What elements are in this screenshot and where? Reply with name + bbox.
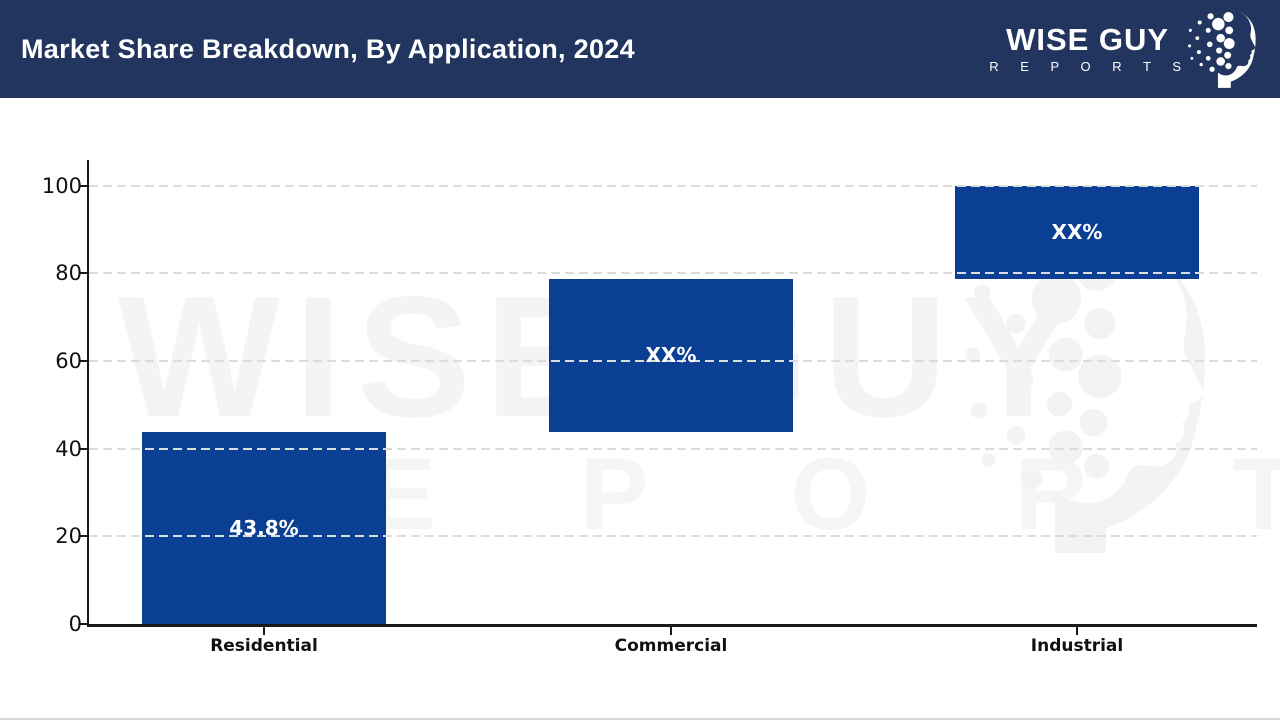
x-category-label-commercial: Commercial — [614, 636, 728, 656]
y-tick-mark — [80, 447, 87, 450]
bar-value-label: XX% — [1051, 220, 1103, 245]
bar-value-label: XX% — [645, 343, 697, 368]
gridline-40 — [89, 447, 1257, 450]
bar-value-label: 43.8% — [229, 516, 299, 540]
y-tick-mark — [80, 623, 87, 625]
chart-area: WISE GUY R E P O R T S 02040608010043.8%… — [0, 98, 1280, 718]
y-tick-label: 80 — [55, 261, 82, 286]
bar-residential — [142, 432, 386, 624]
y-tick-label: 100 — [41, 173, 82, 198]
y-tick-mark — [80, 535, 87, 538]
y-tick-mark — [80, 272, 87, 275]
x-tick-mark — [1076, 627, 1078, 635]
y-tick-mark — [80, 360, 87, 363]
gridline-60 — [89, 360, 1257, 363]
bar-industrial — [955, 185, 1199, 279]
logo-face-icon — [1188, 10, 1256, 88]
x-category-label-industrial: Industrial — [1030, 636, 1124, 656]
y-tick-mark — [80, 184, 87, 187]
x-category-label-residential: Residential — [210, 636, 318, 656]
y-tick-label: 60 — [55, 349, 82, 374]
logo-subtext: R E P O R T S — [989, 58, 1190, 74]
y-tick-label: 40 — [55, 436, 82, 461]
x-tick-mark — [263, 627, 265, 635]
header: Market Share Breakdown, By Application, … — [0, 0, 1280, 98]
y-tick-label: 20 — [55, 524, 82, 549]
x-axis-line — [87, 624, 1257, 627]
gridline-20 — [89, 535, 1257, 538]
x-tick-mark — [670, 627, 672, 635]
y-tick-label: 0 — [68, 612, 82, 636]
brand-logo: WISE GUY R E P O R T S — [985, 7, 1262, 91]
page-title: Market Share Breakdown, By Application, … — [21, 33, 635, 64]
bar-commercial — [549, 278, 793, 432]
gridline-80 — [89, 272, 1257, 275]
gridline-100 — [89, 184, 1257, 187]
logo-wordmark: WISE GUY — [1006, 22, 1170, 58]
y-axis-line — [87, 160, 89, 626]
